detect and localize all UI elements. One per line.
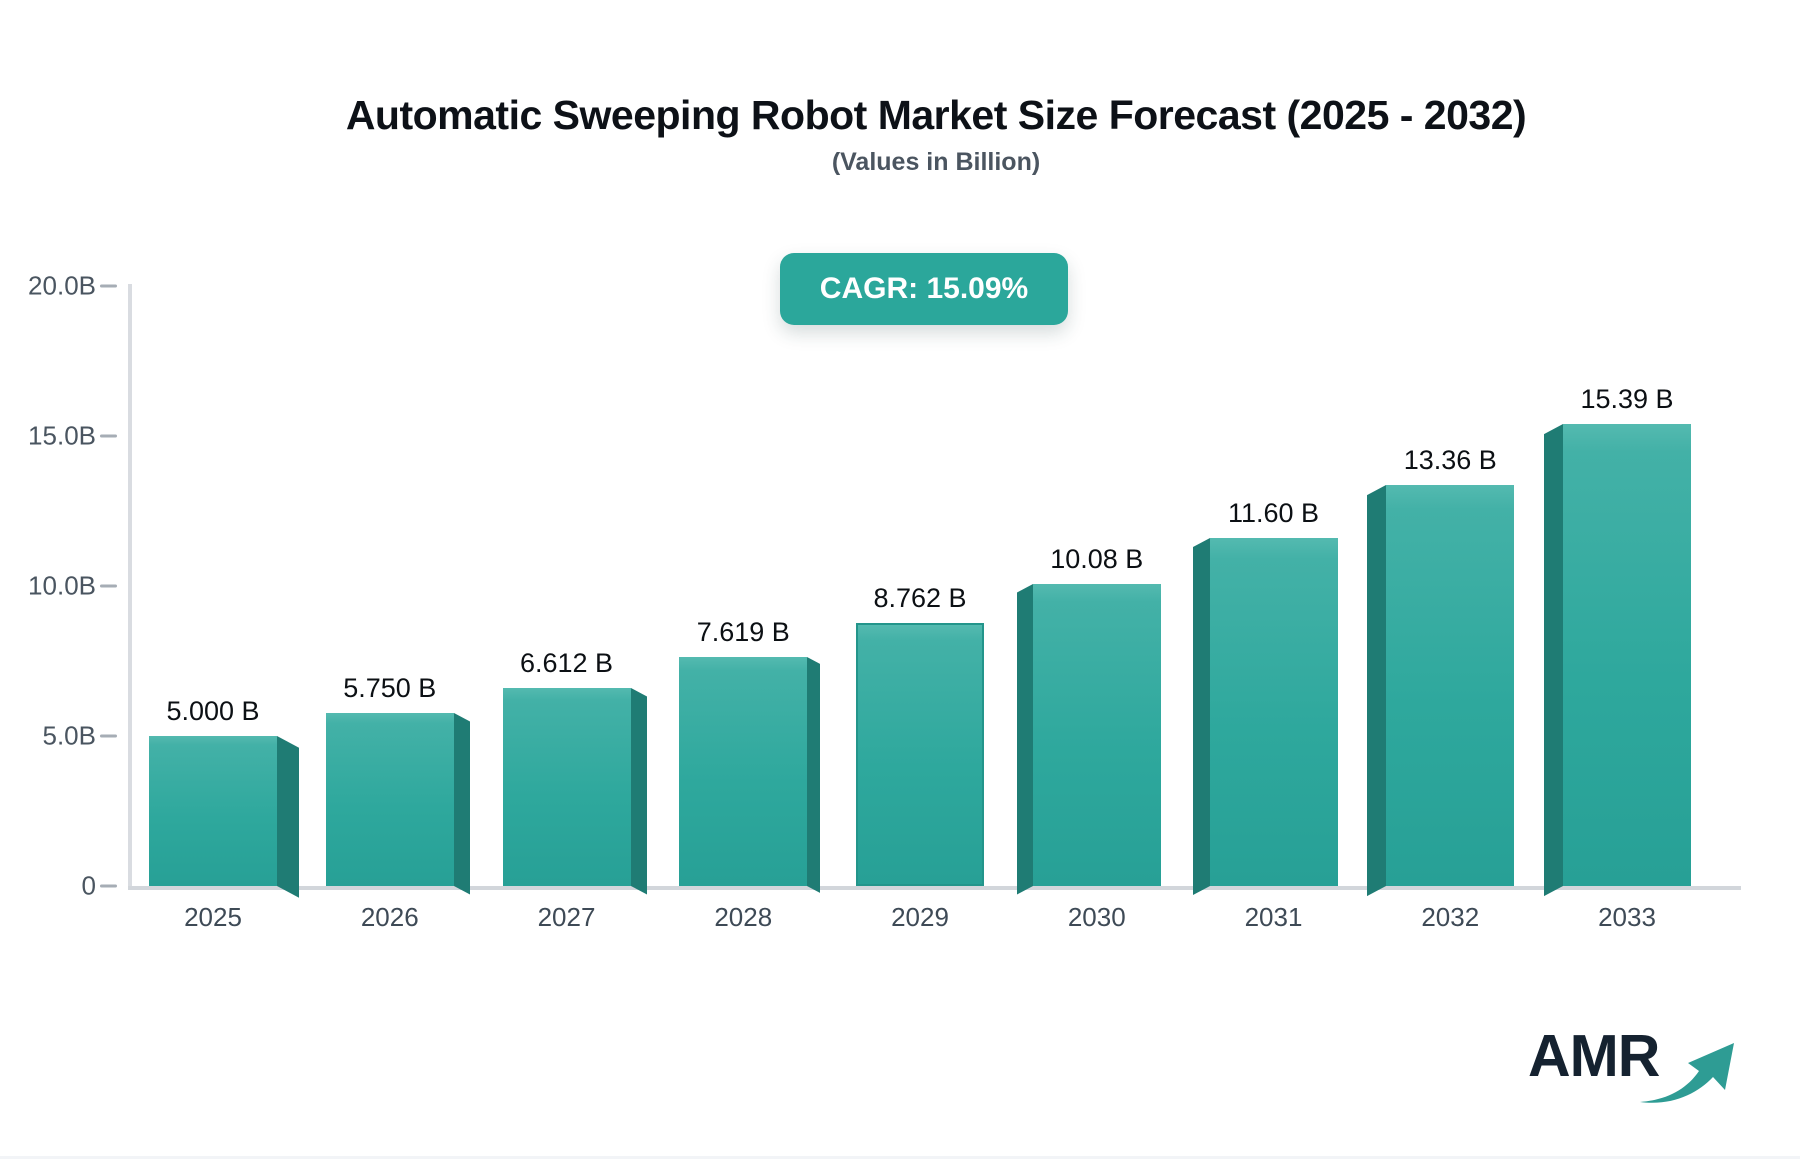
bar-3d-side (453, 713, 470, 895)
bar-3d-side (630, 688, 647, 895)
x-axis-tick-label: 2029 (891, 902, 949, 932)
bar-value-label: 13.36 B (1403, 445, 1497, 475)
y-axis-tick-mark (100, 584, 117, 588)
bar-value-label: 10.08 B (1050, 544, 1144, 574)
x-axis-tick-label: 2026 (360, 902, 419, 932)
x-axis-tick-label: 2027 (537, 902, 596, 932)
bar-2026 (325, 713, 454, 886)
x-axis-line (128, 886, 1741, 890)
bar-3d-side (1192, 538, 1210, 896)
bar-2030 (1032, 584, 1161, 886)
y-axis-tick-label: 10.0B (28, 570, 96, 601)
y-axis-tick-label: 20.0B (28, 270, 96, 301)
bar-3d-side (1016, 584, 1033, 895)
x-axis-tick-label: 2033 (1598, 902, 1656, 932)
brand-logo: AMR (1528, 1022, 1743, 1117)
trend-up-arrow-icon (1640, 1043, 1734, 1103)
bar-3d-side (1367, 485, 1387, 897)
y-axis-tick-label: 15.0B (28, 420, 96, 451)
y-axis-tick-mark (100, 734, 117, 738)
bar-3d-side (1544, 424, 1563, 897)
y-axis-tick-label: 0 (81, 870, 96, 901)
bar-value-label: 7.619 B (696, 617, 790, 647)
bar-value-label: 5.000 B (166, 696, 260, 726)
y-axis-tick-mark (100, 884, 117, 888)
y-axis-tick-mark (100, 434, 117, 438)
amr-logo-text: AMR (1528, 1023, 1660, 1089)
x-axis-tick-label: 2030 (1067, 902, 1126, 932)
bar-value-label: 6.612 B (519, 648, 614, 678)
bar-2032 (1386, 485, 1515, 886)
bar-2027 (502, 688, 631, 886)
x-axis-tick-label: 2032 (1421, 902, 1480, 932)
bar-2028 (679, 657, 808, 886)
bar-3d-side (277, 736, 299, 898)
bar-2025 (149, 736, 277, 886)
x-axis-tick-label: 2031 (1244, 902, 1303, 932)
bar-value-label: 8.762 B (873, 583, 967, 613)
bar-2029 (856, 623, 984, 886)
y-axis-tick-label: 5.0B (42, 720, 97, 751)
bar-value-label: 15.39 B (1580, 384, 1674, 414)
bar-value-label: 11.60 B (1227, 498, 1320, 528)
y-axis-line (128, 284, 132, 890)
chart-title: Automatic Sweeping Robot Market Size For… (345, 92, 1527, 138)
bar-2031 (1209, 538, 1338, 886)
chart-subtitle: (Values in Billion) (831, 148, 1041, 176)
cagr-badge: CAGR: 15.09% (780, 253, 1068, 325)
y-axis-tick-mark (100, 284, 117, 288)
x-axis-tick-label: 2028 (714, 902, 773, 932)
bar-value-label: 5.750 B (343, 673, 437, 703)
bar-2033 (1563, 424, 1691, 886)
bar-3d-side (807, 657, 821, 893)
x-axis-tick-label: 2025 (184, 902, 242, 932)
